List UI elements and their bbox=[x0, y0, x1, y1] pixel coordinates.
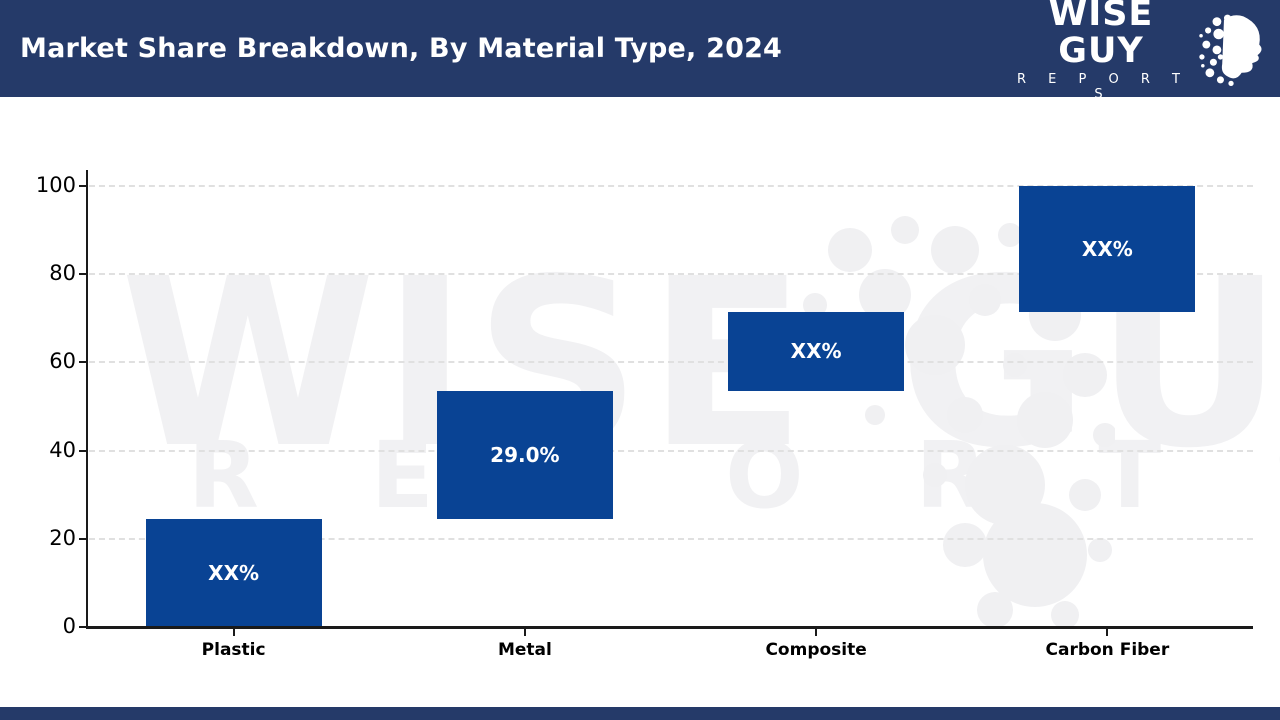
gridline-60 bbox=[89, 361, 1253, 364]
y-tick-40 bbox=[79, 449, 88, 452]
x-tick-label-2: Composite bbox=[765, 640, 867, 660]
x-tick-label-1: Metal bbox=[497, 640, 552, 660]
bar-plastic: XX% bbox=[145, 518, 322, 627]
y-tick-0 bbox=[79, 626, 88, 628]
y-tick-60 bbox=[79, 361, 88, 364]
gridline-40 bbox=[89, 449, 1253, 452]
x-tick-2 bbox=[815, 627, 818, 636]
gridline-80 bbox=[89, 273, 1253, 276]
brand-subtitle: R E P O R T S bbox=[1016, 71, 1189, 102]
bar-metal: 29.0% bbox=[436, 391, 613, 519]
gridline-20 bbox=[89, 537, 1253, 540]
y-tick-label-20: 20 bbox=[49, 525, 76, 550]
x-tick-1 bbox=[523, 627, 526, 636]
bar-value-label: XX% bbox=[1081, 236, 1133, 261]
watermark-text-reports: R E P O R T S bbox=[188, 422, 1280, 529]
page-title: Market Share Breakdown, By Material Type… bbox=[20, 33, 783, 64]
y-axis-line bbox=[86, 170, 88, 629]
y-tick-20 bbox=[79, 537, 88, 540]
brand-face-icon bbox=[1199, 14, 1262, 87]
bar-value-label: XX% bbox=[790, 339, 842, 364]
x-tick-label-3: Carbon Fiber bbox=[1045, 640, 1170, 660]
footer-bar bbox=[0, 707, 1280, 720]
y-tick-label-80: 80 bbox=[49, 261, 76, 286]
brand-logo-text: WISE GUY R E P O R T S bbox=[1010, 0, 1192, 102]
brand-logo: WISE GUY R E P O R T S bbox=[1010, 0, 1268, 102]
y-tick-label-0: 0 bbox=[62, 614, 76, 638]
header-bar: Market Share Breakdown, By Material Type… bbox=[0, 0, 1280, 102]
bar-value-label: XX% bbox=[208, 560, 260, 585]
y-tick-label-60: 60 bbox=[49, 349, 76, 374]
x-tick-0 bbox=[232, 627, 235, 636]
y-tick-label-100: 100 bbox=[35, 173, 76, 197]
x-axis-line bbox=[86, 626, 1253, 629]
bar-value-label: 29.0% bbox=[490, 443, 560, 467]
y-tick-100 bbox=[79, 185, 88, 187]
x-tick-label-0: Plastic bbox=[201, 640, 266, 660]
y-tick-80 bbox=[79, 273, 88, 276]
bar-carbon-fiber: XX% bbox=[1019, 186, 1196, 312]
x-tick-3 bbox=[1106, 627, 1109, 636]
gridline-100 bbox=[89, 185, 1253, 187]
bar-composite: XX% bbox=[728, 311, 905, 392]
brand-name: WISE GUY bbox=[1048, 0, 1154, 71]
y-tick-label-40: 40 bbox=[49, 437, 76, 462]
